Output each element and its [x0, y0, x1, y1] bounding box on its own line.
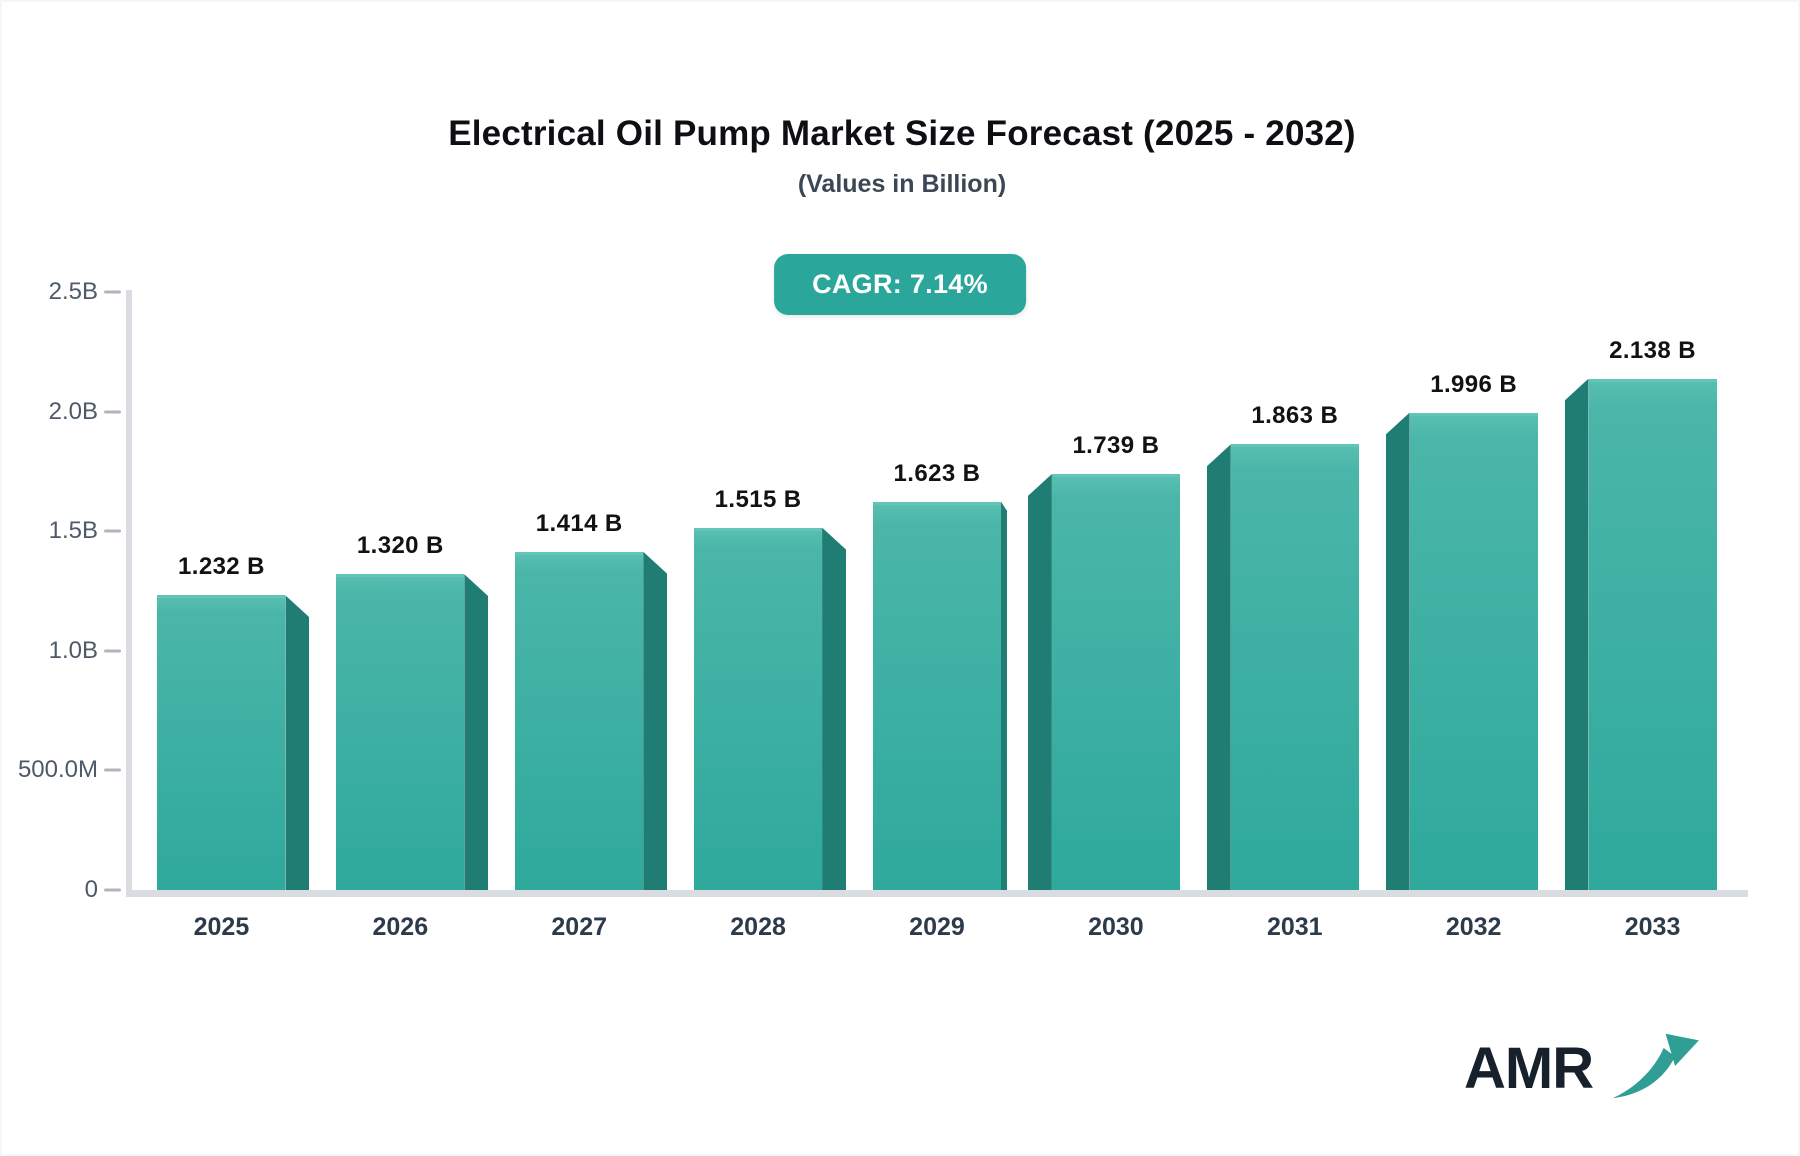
bar-value-label: 1.414 B [535, 509, 623, 537]
bar-group-2027: 1.414 B 2027 [490, 292, 669, 941]
bar-group-2026: 1.320 B 2026 [311, 292, 490, 941]
x-axis-label-2027: 2027 [551, 913, 608, 941]
y-tick-label: 1.5B [48, 517, 98, 545]
chart-title: Electrical Oil Pump Market Size Forecast… [448, 114, 1356, 153]
amr-logo-text: AMR [1464, 1036, 1594, 1101]
x-axis-label-2029: 2029 [909, 913, 965, 941]
y-tick-label: 500.0M [17, 756, 98, 784]
y-tick-mark [104, 888, 121, 892]
bar-face [157, 595, 286, 890]
y-tick-label: 1.0B [48, 636, 98, 664]
bar-value-label: 1.232 B [178, 553, 265, 581]
y-tick-mark [104, 290, 121, 294]
bar-face [1230, 444, 1359, 890]
x-axis-line [126, 890, 1748, 897]
bar-side-shade [1027, 474, 1052, 890]
bar-group-2033: 2.138 B 2033 [1563, 292, 1742, 941]
x-axis-label-2033: 2033 [1624, 913, 1681, 941]
growth-arrow-icon [1612, 1033, 1699, 1099]
bar-face [694, 527, 823, 890]
bar-side-shade [1385, 412, 1410, 890]
plot-area: 0 500.0M 1.0B 1.5B 2.0B 2.5B 1.232 B 2025 1.320 … [18, 278, 1748, 941]
x-axis-label-2025: 2025 [193, 913, 250, 941]
bar-group-2025: 1.232 B 2025 [132, 292, 311, 941]
amr-logo: AMR [1464, 1024, 1724, 1114]
bar-group-2031: 1.863 B 2031 [1205, 292, 1384, 941]
bar-face [1588, 378, 1717, 890]
bar-face [872, 501, 1001, 890]
y-tick-mark [104, 768, 121, 772]
bar-value-label: 1.515 B [714, 485, 802, 513]
y-tick-mark [104, 410, 121, 414]
x-axis-label-2032: 2032 [1445, 913, 1502, 941]
bar-face [515, 551, 644, 890]
x-axis-label-2026: 2026 [372, 913, 429, 941]
bar-group-2030: 1.739 B 2030 [1026, 292, 1205, 941]
bar-value-label: 1.739 B [1072, 432, 1160, 460]
bar-side-shade [464, 574, 489, 890]
y-tick-mark [104, 529, 121, 533]
y-tick-label: 2.0B [48, 397, 98, 425]
y-tick-mark [104, 649, 121, 653]
bar-side-shade [1564, 378, 1589, 890]
bar-face [336, 574, 465, 890]
bar-side-shade [1000, 501, 1007, 890]
bar-group-2028: 1.515 B 2028 [669, 292, 848, 941]
bar-group-2032: 1.996 B 2032 [1384, 292, 1563, 941]
bar-value-label: 1.863 B [1251, 402, 1339, 430]
x-axis-label-2030: 2030 [1088, 913, 1144, 941]
cagr-badge: CAGR: 7.14% [774, 254, 1026, 315]
y-tick-label: 0 [84, 876, 98, 903]
x-axis-label-2031: 2031 [1266, 913, 1323, 941]
bar-side-shade [822, 527, 847, 890]
chart-subtitle: (Values in Billion) [797, 170, 1007, 198]
bar-side-shade [285, 595, 310, 890]
y-tick-label: 2.5B [48, 278, 98, 305]
bar-value-label: 1.996 B [1430, 370, 1518, 398]
bar-value-label: 2.138 B [1609, 336, 1696, 364]
bar-face [1409, 412, 1538, 890]
y-axis-line [126, 290, 132, 897]
bar-value-label: 1.623 B [893, 459, 981, 487]
bar-group-2029: 1.623 B 2029 [848, 292, 1027, 941]
bar-face [1051, 474, 1180, 890]
bar-value-label: 1.320 B [356, 532, 444, 560]
x-axis-label-2028: 2028 [730, 913, 786, 941]
bar-side-shade [643, 551, 668, 890]
bar-side-shade [1206, 444, 1231, 890]
